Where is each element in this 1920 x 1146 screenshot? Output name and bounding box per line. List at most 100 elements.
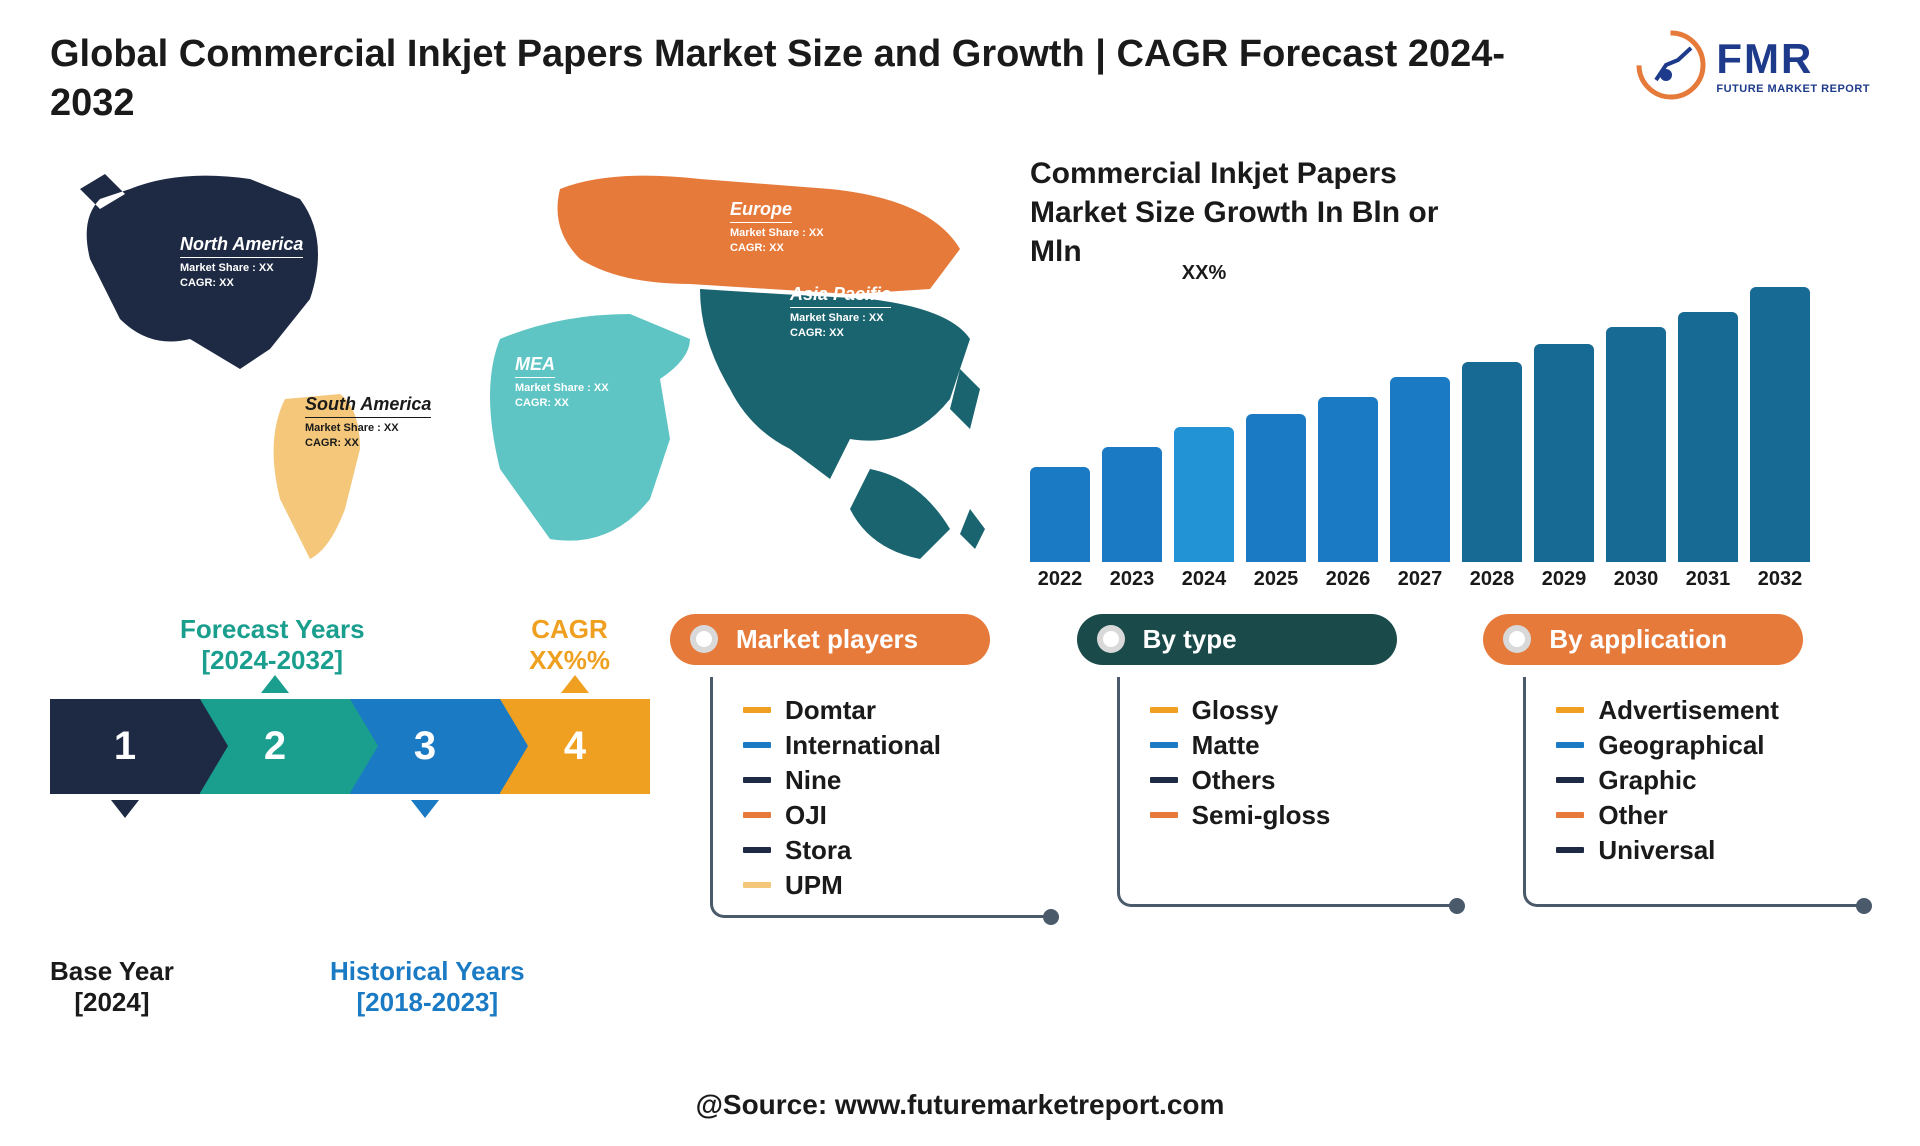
- bar: [1318, 397, 1378, 562]
- logo-sub: FUTURE MARKET REPORT: [1716, 83, 1870, 95]
- category-item: OJI: [743, 800, 1057, 831]
- category-bracket: Domtar International Nine OJI Stora UPM: [710, 677, 1057, 918]
- region-label-mea: MEAMarket Share : XXCAGR: XX: [515, 354, 609, 412]
- category-bracket: Advertisement Geographical Graphic Other Uni…: [1523, 677, 1870, 907]
- dash-icon: [1556, 847, 1584, 853]
- timeline-bar: 1 2 3 4: [50, 699, 650, 794]
- category-item: Advertisement: [1556, 695, 1870, 726]
- category-item: Others: [1150, 765, 1464, 796]
- category-item: Other: [1556, 800, 1870, 831]
- timeline: Forecast Years[2024-2032] CAGRXX%% 1 2 3…: [50, 614, 650, 918]
- bar: [1462, 362, 1522, 562]
- region-label-south_america: South AmericaMarket Share : XXCAGR: XX: [305, 394, 431, 452]
- bar-column: 2025: [1246, 414, 1306, 591]
- category-item: Nine: [743, 765, 1057, 796]
- bar-column: 2030: [1606, 327, 1666, 591]
- forecast-label: Forecast Years[2024-2032]: [180, 614, 365, 676]
- bar-year-label: 2029: [1542, 568, 1587, 591]
- bar: [1606, 327, 1666, 562]
- category-item: UPM: [743, 870, 1057, 901]
- category-item: Graphic: [1556, 765, 1870, 796]
- bar-year-label: 2025: [1254, 568, 1299, 591]
- dot-icon: [690, 625, 718, 653]
- bar: [1246, 414, 1306, 562]
- bar-year-label: 2023: [1110, 568, 1155, 591]
- bar-year-label: 2022: [1038, 568, 1083, 591]
- bar-year-label: 2027: [1398, 568, 1443, 591]
- timeline-seg-1: 1: [50, 699, 200, 794]
- logo-icon: [1636, 30, 1706, 100]
- region-label-north_america: North AmericaMarket Share : XXCAGR: XX: [180, 234, 303, 292]
- bar-year-label: 2030: [1614, 568, 1659, 591]
- bottom-section: Forecast Years[2024-2032] CAGRXX%% 1 2 3…: [50, 614, 1870, 918]
- bars-container: 2022 2023 XX% 2024 2025 2026 2027 2028 20…: [1030, 291, 1870, 591]
- bar: [1030, 467, 1090, 562]
- category-header: Market players: [670, 614, 990, 665]
- bar-column: 2023: [1102, 447, 1162, 591]
- category-item: Stora: [743, 835, 1057, 866]
- logo-main: FMR: [1716, 35, 1870, 83]
- base-year-label: Base Year[2024]: [50, 956, 174, 1018]
- category-item: Geographical: [1556, 730, 1870, 761]
- bar-year-label: 2024: [1182, 568, 1227, 591]
- category-item: International: [743, 730, 1057, 761]
- dash-icon: [1556, 812, 1584, 818]
- top-section: North AmericaMarket Share : XXCAGR: XX So…: [50, 139, 1870, 569]
- bar-year-label: 2028: [1470, 568, 1515, 591]
- world-map: North AmericaMarket Share : XXCAGR: XX So…: [50, 139, 1000, 569]
- bar-column: XX% 2032: [1750, 287, 1810, 591]
- dash-icon: [743, 882, 771, 888]
- bar: [1750, 287, 1810, 562]
- dash-icon: [1150, 742, 1178, 748]
- region-label-asia_pacific: Asia PacificMarket Share : XXCAGR: XX: [790, 284, 891, 342]
- bar: [1102, 447, 1162, 562]
- bar: [1174, 427, 1234, 562]
- bar-column: 2027: [1390, 377, 1450, 591]
- bar-column: 2031: [1678, 312, 1738, 591]
- bar-column: 2022: [1030, 467, 1090, 591]
- bar-column: 2026: [1318, 397, 1378, 591]
- dash-icon: [743, 777, 771, 783]
- bar-year-label: 2026: [1326, 568, 1371, 591]
- category-item: Universal: [1556, 835, 1870, 866]
- dot-icon: [1097, 625, 1125, 653]
- category-header: By application: [1483, 614, 1803, 665]
- bar: [1534, 344, 1594, 562]
- dash-icon: [1556, 777, 1584, 783]
- dash-icon: [1150, 707, 1178, 713]
- bar-year-label: 2031: [1686, 568, 1731, 591]
- bar-chart: Commercial Inkjet Papers Market Size Gro…: [1030, 139, 1870, 569]
- chart-title: Commercial Inkjet Papers Market Size Gro…: [1030, 154, 1480, 271]
- logo: FMR FUTURE MARKET REPORT: [1636, 30, 1870, 100]
- bar-column: XX% 2024: [1174, 427, 1234, 591]
- category-bracket: Glossy Matte Others Semi-gloss: [1117, 677, 1464, 907]
- category-item: Semi-gloss: [1150, 800, 1464, 831]
- cagr-label: CAGRXX%%: [529, 614, 610, 676]
- bar: [1390, 377, 1450, 562]
- dash-icon: [743, 742, 771, 748]
- dash-icon: [1150, 777, 1178, 783]
- source-text: @Source: www.futuremarketreport.com: [696, 1089, 1225, 1121]
- category-column: By type Glossy Matte Others Semi-gloss: [1077, 614, 1464, 918]
- bar-column: 2028: [1462, 362, 1522, 591]
- dash-icon: [743, 812, 771, 818]
- header: Global Commercial Inkjet Papers Market S…: [50, 30, 1870, 129]
- logo-text: FMR FUTURE MARKET REPORT: [1716, 35, 1870, 95]
- bar: [1678, 312, 1738, 562]
- dot-icon: [1503, 625, 1531, 653]
- category-column: By application Advertisement Geographical…: [1483, 614, 1870, 918]
- page-title: Global Commercial Inkjet Papers Market S…: [50, 30, 1550, 129]
- historical-label: Historical Years[2018-2023]: [330, 956, 525, 1018]
- bar-column: 2029: [1534, 344, 1594, 591]
- dash-icon: [743, 707, 771, 713]
- category-item: Domtar: [743, 695, 1057, 726]
- dash-icon: [1150, 812, 1178, 818]
- dash-icon: [1556, 742, 1584, 748]
- category-column: Market players Domtar International Nine OJ…: [670, 614, 1057, 918]
- category-header: By type: [1077, 614, 1397, 665]
- bar-year-label: 2032: [1758, 568, 1803, 591]
- category-item: Glossy: [1150, 695, 1464, 726]
- dash-icon: [743, 847, 771, 853]
- dash-icon: [1556, 707, 1584, 713]
- category-item: Matte: [1150, 730, 1464, 761]
